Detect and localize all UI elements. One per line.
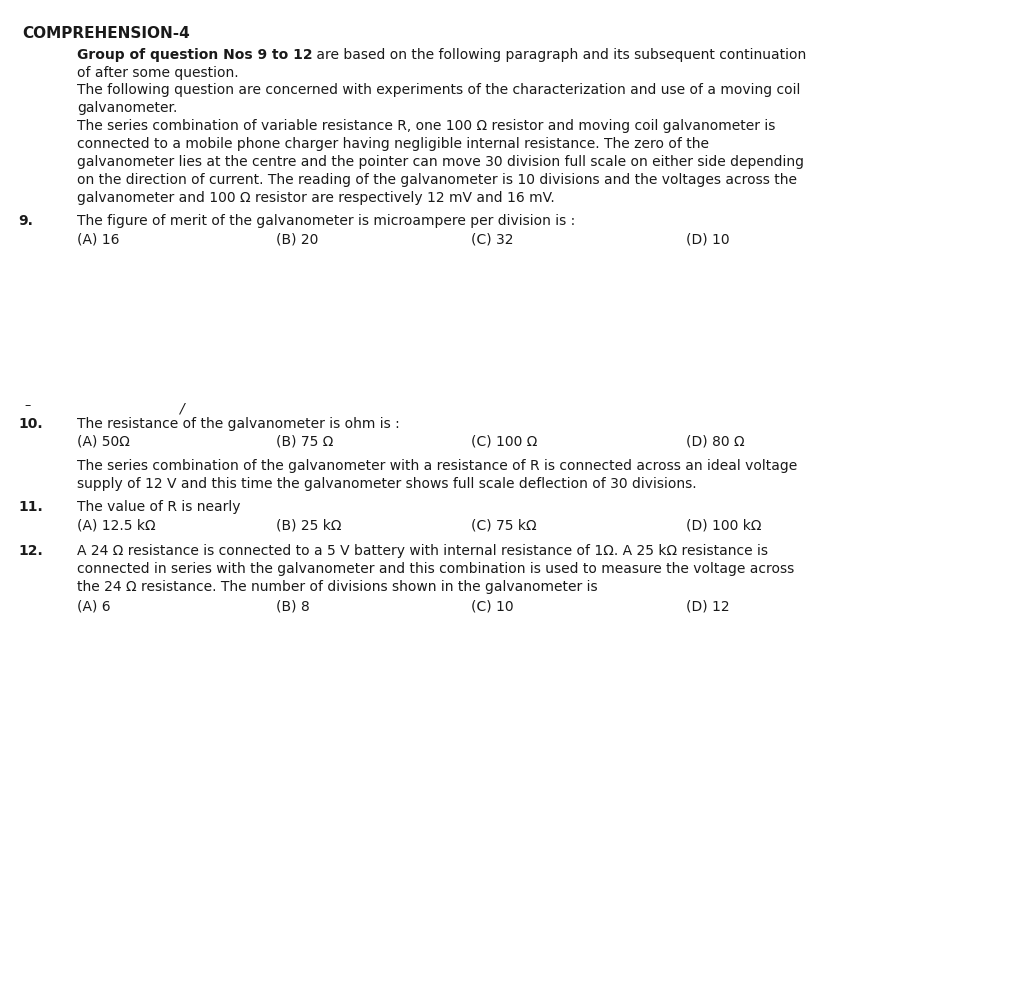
Text: galvanometer and 100 Ω resistor are respectively 12 mV and 16 mV.: galvanometer and 100 Ω resistor are resp… — [77, 191, 555, 205]
Text: The series combination of the galvanometer with a resistance of R is connected a: The series combination of the galvanomet… — [77, 459, 797, 473]
Text: connected to a mobile phone charger having negligible internal resistance. The z: connected to a mobile phone charger havi… — [77, 137, 709, 151]
Text: are based on the following paragraph and its subsequent continuation: are based on the following paragraph and… — [312, 48, 807, 62]
Text: Group of question Nos 9 to 12: Group of question Nos 9 to 12 — [77, 48, 312, 62]
Text: connected in series with the galvanometer and this combination is used to measur: connected in series with the galvanomete… — [77, 562, 794, 576]
Text: supply of 12 V and this time the galvanometer shows full scale deflection of 30 : supply of 12 V and this time the galvano… — [77, 477, 696, 491]
Text: The resistance of the galvanometer is ohm is :: The resistance of the galvanometer is oh… — [77, 417, 399, 431]
Text: (B) 25 kΩ: (B) 25 kΩ — [276, 518, 342, 532]
Text: (B) 20: (B) 20 — [276, 232, 318, 246]
Text: (C) 10: (C) 10 — [471, 600, 514, 614]
Text: 11.: 11. — [18, 500, 43, 514]
Text: (C) 75 kΩ: (C) 75 kΩ — [471, 518, 537, 532]
Text: galvanometer.: galvanometer. — [77, 101, 177, 115]
Text: The series combination of variable resistance R, one 100 Ω resistor and moving c: The series combination of variable resis… — [77, 119, 775, 133]
Text: The figure of merit of the galvanometer is microampere per division is :: The figure of merit of the galvanometer … — [77, 214, 575, 228]
Text: (A) 50Ω: (A) 50Ω — [77, 435, 130, 449]
Text: (D) 80 Ω: (D) 80 Ω — [686, 435, 744, 449]
Text: (C) 100 Ω: (C) 100 Ω — [471, 435, 538, 449]
Text: (B) 8: (B) 8 — [276, 600, 310, 614]
Text: (C) 32: (C) 32 — [471, 232, 514, 246]
Text: –: – — [25, 399, 31, 412]
Text: (A) 12.5 kΩ: (A) 12.5 kΩ — [77, 518, 156, 532]
Text: (D) 10: (D) 10 — [686, 232, 730, 246]
Text: (B) 75 Ω: (B) 75 Ω — [276, 435, 334, 449]
Text: 10.: 10. — [18, 417, 43, 431]
Text: COMPREHENSION-4: COMPREHENSION-4 — [23, 26, 190, 41]
Text: the 24 Ω resistance. The number of divisions shown in the galvanometer is: the 24 Ω resistance. The number of divis… — [77, 580, 597, 594]
Text: (A) 6: (A) 6 — [77, 600, 111, 614]
Text: 12.: 12. — [18, 544, 43, 558]
Text: of after some question.: of after some question. — [77, 66, 239, 79]
Text: on the direction of current. The reading of the galvanometer is 10 divisions and: on the direction of current. The reading… — [77, 173, 797, 187]
Text: The following question are concerned with experiments of the characterization an: The following question are concerned wit… — [77, 83, 800, 97]
Text: The value of R is nearly: The value of R is nearly — [77, 500, 241, 514]
Text: 9.: 9. — [18, 214, 34, 228]
Text: A 24 Ω resistance is connected to a 5 V battery with internal resistance of 1Ω. : A 24 Ω resistance is connected to a 5 V … — [77, 544, 768, 558]
Text: /: / — [179, 401, 184, 415]
Text: (D) 100 kΩ: (D) 100 kΩ — [686, 518, 762, 532]
Text: (D) 12: (D) 12 — [686, 600, 730, 614]
Text: (A) 16: (A) 16 — [77, 232, 120, 246]
Text: galvanometer lies at the centre and the pointer can move 30 division full scale : galvanometer lies at the centre and the … — [77, 155, 804, 169]
